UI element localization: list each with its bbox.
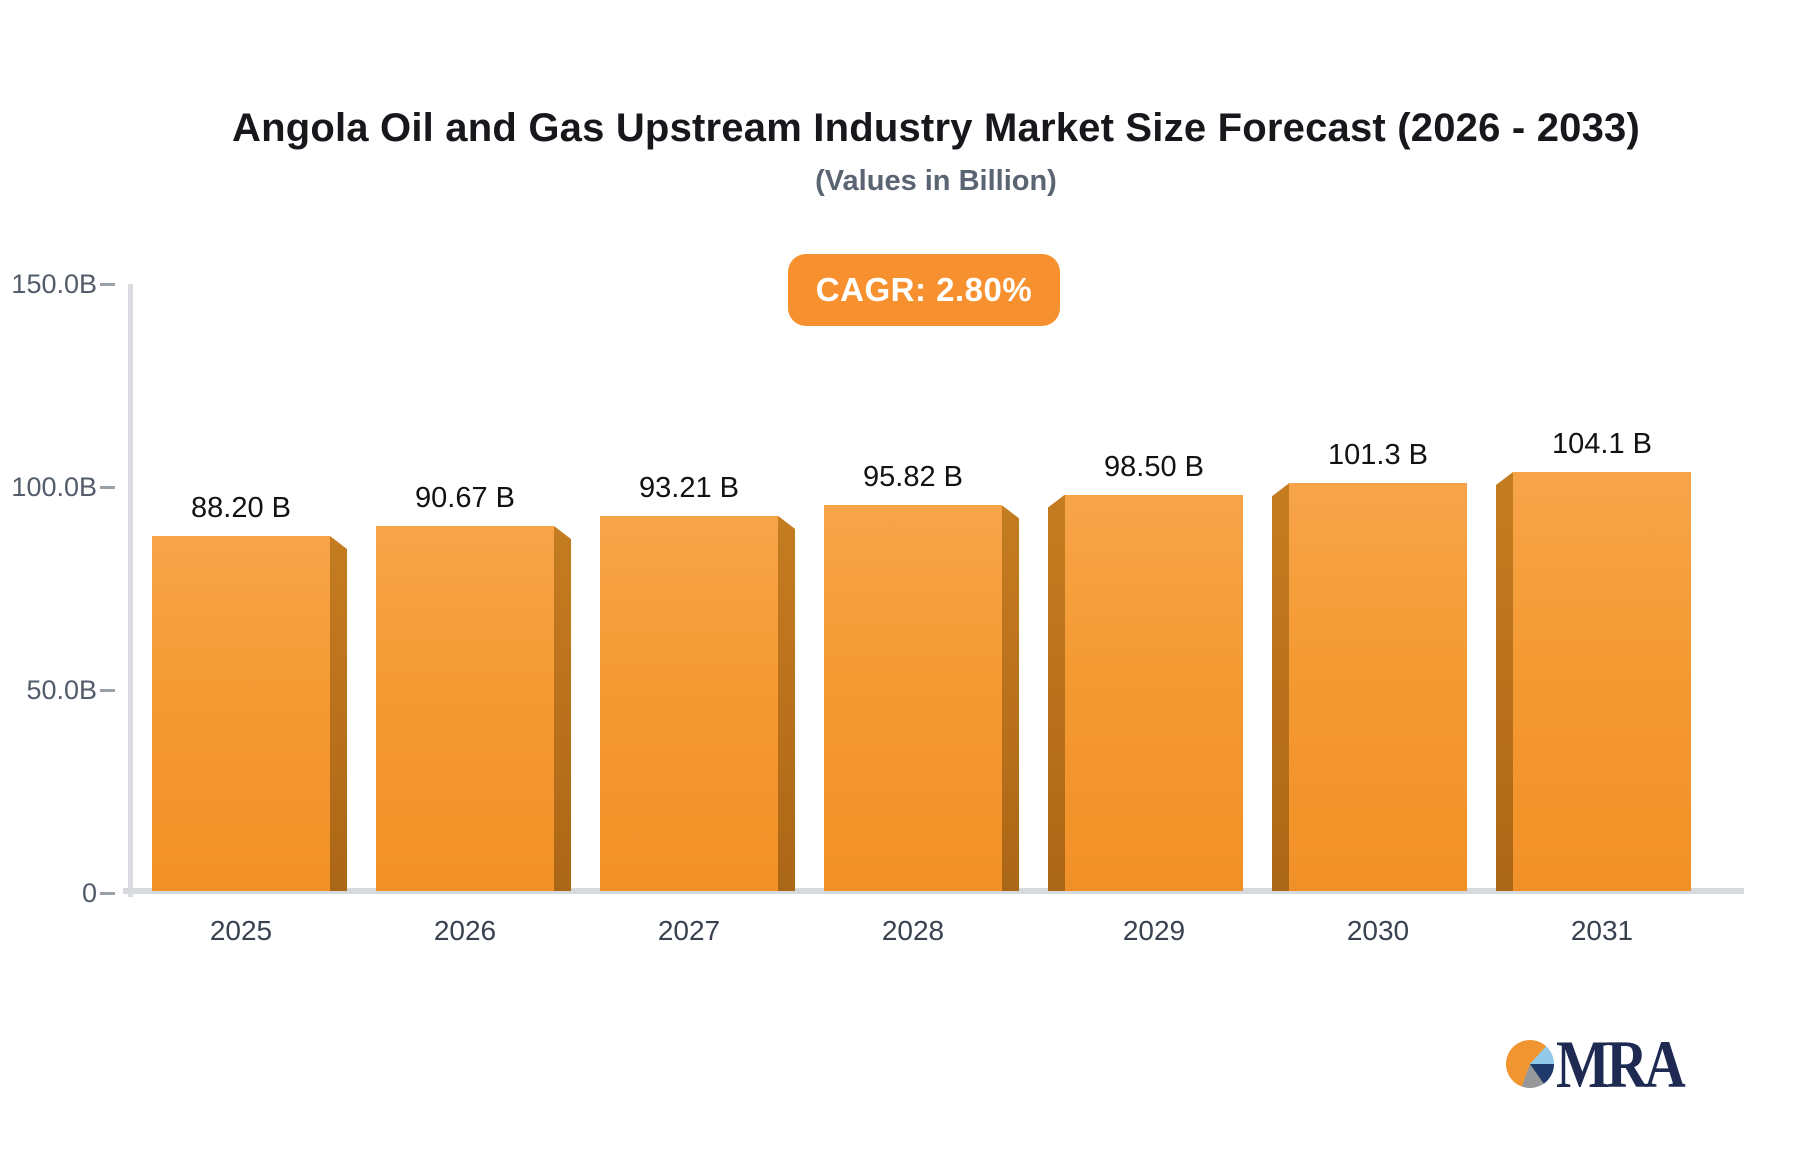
bar-2030 bbox=[1289, 483, 1467, 891]
bar-2031 bbox=[1513, 471, 1691, 891]
bar-value-label: 98.50 B bbox=[1104, 450, 1204, 483]
y-axis-tick-label: 100.0B bbox=[11, 472, 97, 502]
chart-subtitle: (Values in Billion) bbox=[815, 165, 1057, 197]
bar-value-label: 104.1 B bbox=[1552, 427, 1652, 460]
bar-3d-side-face bbox=[1272, 483, 1289, 891]
bar-3d-side-face bbox=[330, 535, 347, 891]
y-axis-tick-mark bbox=[100, 892, 115, 895]
x-axis-label-2026: 2026 bbox=[433, 915, 497, 946]
bar-2026 bbox=[376, 526, 554, 891]
y-axis-tick-label: 0 bbox=[81, 878, 97, 908]
x-axis-label-2029: 2029 bbox=[1122, 915, 1186, 946]
bar-2028 bbox=[824, 505, 1002, 891]
bar-3d-side-face bbox=[1002, 505, 1019, 891]
bar-value-label: 95.82 B bbox=[863, 461, 963, 494]
bar-3d-side-face bbox=[1496, 471, 1513, 891]
x-axis-label-2031: 2031 bbox=[1570, 915, 1634, 946]
chart-title: Angola Oil and Gas Upstream Industry Mar… bbox=[231, 106, 1640, 150]
x-axis-label-2027: 2027 bbox=[657, 915, 721, 946]
y-axis-tick-mark bbox=[100, 283, 115, 286]
bar-value-label: 101.3 B bbox=[1328, 439, 1428, 472]
y-axis-tick-mark bbox=[100, 486, 115, 489]
chart-header: Angola Oil and Gas Upstream Industry Mar… bbox=[72, 0, 1800, 198]
x-axis-label-2025: 2025 bbox=[209, 915, 273, 946]
x-axis-baseline bbox=[123, 888, 1744, 894]
bar-value-label: 90.67 B bbox=[415, 482, 515, 515]
bar-3d-side-face bbox=[778, 515, 795, 891]
x-axis-label-2028: 2028 bbox=[881, 915, 945, 946]
bar-3d-side-face bbox=[1048, 494, 1065, 891]
mra-logo: MRA bbox=[1506, 1026, 1706, 1102]
bar-value-label: 88.20 B bbox=[191, 491, 291, 524]
bar-2029 bbox=[1065, 494, 1243, 891]
y-axis-tick-label: 50.0B bbox=[26, 675, 97, 705]
x-axis-label-2030: 2030 bbox=[1346, 915, 1410, 946]
bar-value-label: 93.21 B bbox=[639, 471, 739, 504]
y-axis-line bbox=[128, 284, 133, 897]
y-axis-tick-label: 150.0B bbox=[11, 269, 97, 299]
y-axis-tick-mark bbox=[100, 689, 115, 692]
logo-text: MRA bbox=[1556, 1026, 1686, 1102]
cagr-badge: CAGR: 2.80% bbox=[788, 254, 1060, 326]
bar-2027 bbox=[600, 515, 778, 891]
bar-2025 bbox=[152, 535, 330, 891]
bar-3d-side-face bbox=[554, 526, 571, 891]
pie-chart-logo-icon bbox=[1506, 1040, 1554, 1088]
